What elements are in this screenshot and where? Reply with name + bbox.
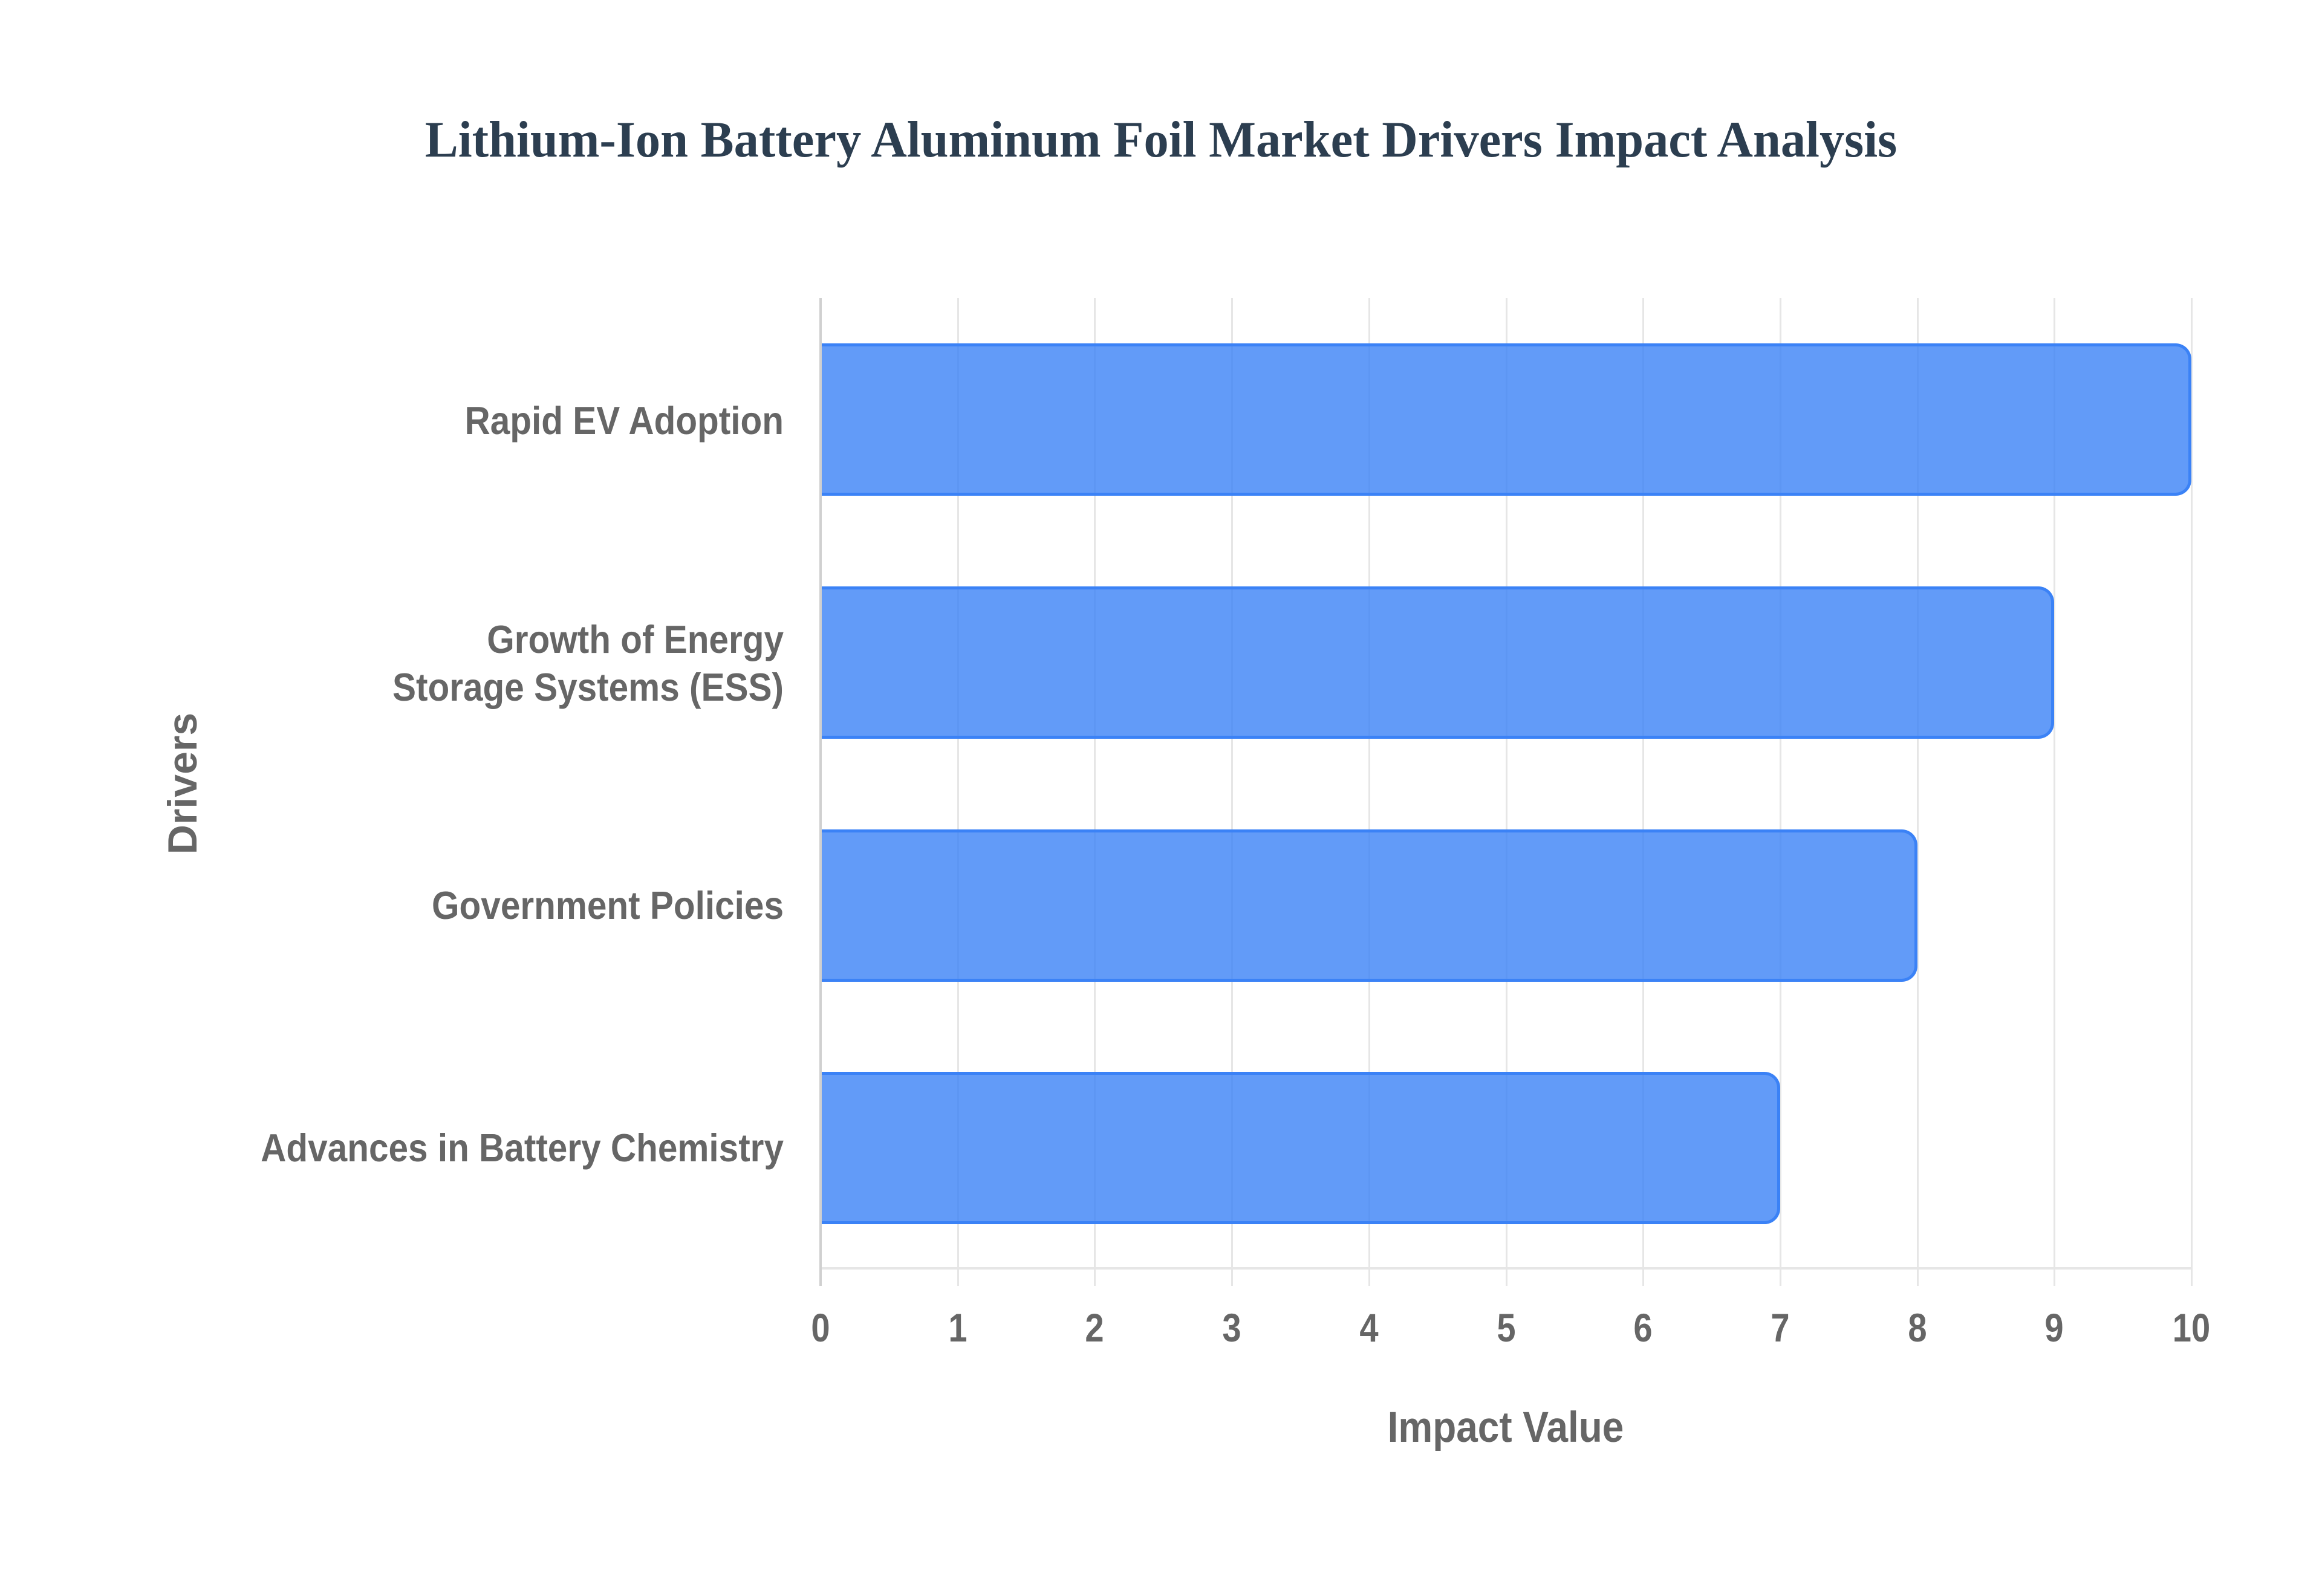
- x-tick-label: 0: [811, 1305, 830, 1350]
- gridline: [1642, 298, 1645, 1286]
- gridline: [957, 298, 959, 1286]
- gridline: [2054, 298, 2056, 1286]
- bar-battery-chemistry[interactable]: [822, 1072, 1780, 1224]
- x-tick-label: 3: [1222, 1305, 1241, 1350]
- bar-rapid-ev-adoption[interactable]: [822, 343, 2191, 496]
- bar-energy-storage-growth[interactable]: [822, 586, 2055, 739]
- gridline: [1231, 298, 1234, 1286]
- x-tick-label: 10: [2172, 1305, 2211, 1350]
- gridline: [1916, 298, 1919, 1286]
- x-tick-label: 6: [1633, 1305, 1653, 1350]
- gridline: [1094, 298, 1096, 1286]
- x-tick-label: 2: [1085, 1305, 1104, 1350]
- y-label-energy-storage-growth: Growth of Energy Storage Systems (ESS): [392, 617, 784, 709]
- gridline: [2191, 298, 2193, 1286]
- y-label-rapid-ev-adoption: Rapid EV Adoption: [464, 398, 784, 443]
- gridline: [1368, 298, 1370, 1286]
- y-label-government-policies: Government Policies: [432, 883, 784, 927]
- y-axis-line: [819, 298, 822, 1286]
- x-tick-label: 4: [1359, 1305, 1379, 1350]
- plot-area: [819, 298, 2193, 1286]
- x-tick-label: 9: [2044, 1305, 2064, 1350]
- x-tick-label: 5: [1496, 1305, 1516, 1350]
- gridline: [1505, 298, 1507, 1286]
- x-tick-label: 1: [948, 1305, 968, 1350]
- bar-government-policies[interactable]: [822, 829, 1917, 982]
- x-tick-label: 7: [1771, 1305, 1790, 1350]
- y-axis-title: Drivers: [160, 712, 206, 855]
- gridline: [1779, 298, 1781, 1286]
- x-tick-label: 8: [1907, 1305, 1927, 1350]
- x-axis-line: [821, 1267, 2191, 1270]
- x-axis-title: Impact Value: [1387, 1404, 1624, 1452]
- chart-title: Lithium-Ion Battery Aluminum Foil Market…: [424, 111, 1898, 168]
- y-label-battery-chemistry: Advances in Battery Chemistry: [261, 1126, 784, 1170]
